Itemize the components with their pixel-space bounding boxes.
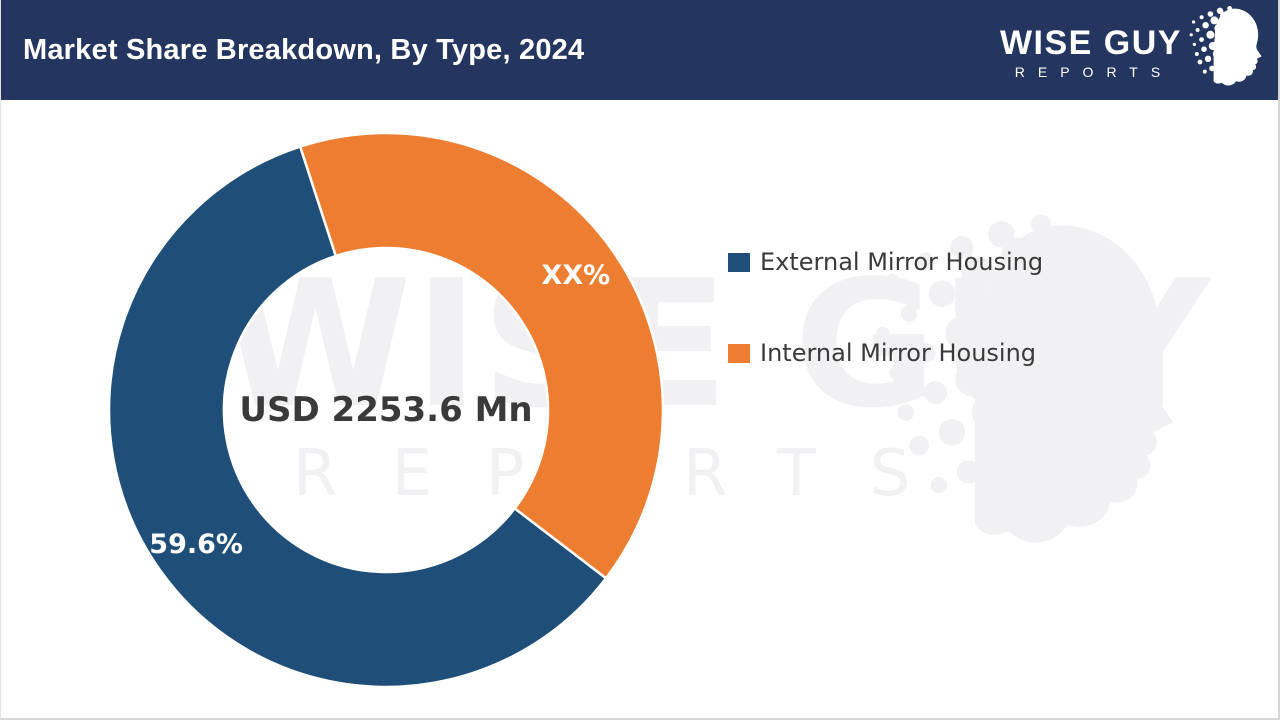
legend: External Mirror Housing Internal Mirror H…	[728, 250, 1043, 365]
legend-label: External Mirror Housing	[760, 248, 1044, 276]
logo-wordmark: WISE GUY	[999, 23, 1182, 62]
donut-center-label: USD 2253.6 Mn	[239, 390, 533, 430]
donut-chart: 59.6% XX%	[107, 131, 665, 689]
header-bar: Market Share Breakdown, By Type, 2024 WI…	[1, 0, 1278, 100]
slice-value-label: 59.6%	[149, 529, 243, 560]
wiseguy-logo: WISE GUY REPORTS	[1000, 6, 1264, 94]
logo-subtitle: REPORTS	[1014, 63, 1174, 80]
donut-slice-1	[298, 131, 665, 580]
logo-text: WISE GUY REPORTS	[1000, 26, 1182, 79]
legend-swatch	[728, 252, 750, 272]
chart-title: Market Share Breakdown, By Type, 2024	[23, 33, 585, 66]
slice-value-label: XX%	[542, 260, 611, 291]
donut-slice-0	[107, 145, 608, 689]
face-logo-icon	[1189, 6, 1262, 86]
legend-item-0: External Mirror Housing	[728, 250, 1043, 274]
legend-item-1: Internal Mirror Housing	[728, 341, 1043, 365]
legend-label: Internal Mirror Housing	[760, 339, 1037, 367]
legend-swatch	[728, 343, 750, 363]
